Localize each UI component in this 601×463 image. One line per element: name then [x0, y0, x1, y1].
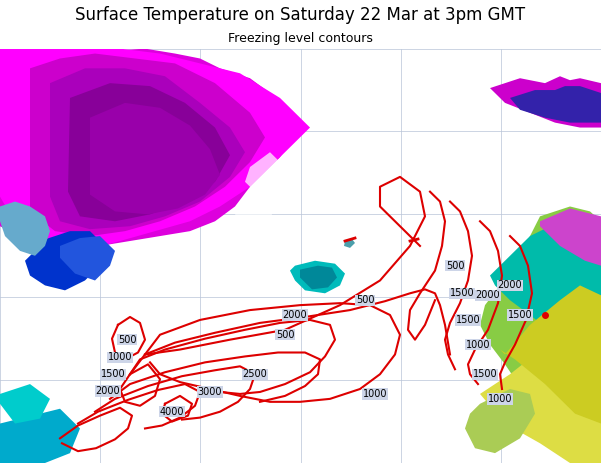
Polygon shape: [90, 103, 220, 214]
Text: 500: 500: [118, 335, 136, 344]
Polygon shape: [290, 261, 345, 293]
Text: 1000: 1000: [108, 352, 132, 363]
Polygon shape: [480, 206, 601, 463]
Text: 1500: 1500: [473, 369, 497, 379]
Text: 3000: 3000: [198, 387, 222, 397]
Polygon shape: [0, 49, 310, 251]
Text: 1500: 1500: [101, 369, 126, 379]
Text: 2000: 2000: [282, 310, 307, 320]
Text: 1000: 1000: [466, 339, 490, 350]
Polygon shape: [0, 49, 290, 251]
Polygon shape: [500, 285, 601, 424]
Polygon shape: [490, 216, 601, 364]
Polygon shape: [50, 69, 245, 229]
Text: 1000: 1000: [363, 389, 387, 399]
Polygon shape: [490, 76, 601, 127]
Polygon shape: [25, 231, 105, 290]
Polygon shape: [235, 192, 275, 228]
Polygon shape: [510, 86, 601, 123]
Text: Surface Temperature on Saturday 22 Mar at 3pm GMT: Surface Temperature on Saturday 22 Mar a…: [76, 6, 525, 24]
Text: Freezing level contours: Freezing level contours: [228, 32, 373, 45]
Polygon shape: [60, 236, 115, 281]
Polygon shape: [344, 239, 355, 248]
Text: 500: 500: [356, 295, 374, 305]
Text: 1000: 1000: [488, 394, 512, 404]
Text: 2000: 2000: [498, 281, 522, 290]
Polygon shape: [30, 54, 265, 236]
Text: 2500: 2500: [243, 369, 267, 379]
Polygon shape: [0, 409, 80, 463]
Polygon shape: [465, 389, 535, 453]
Polygon shape: [480, 330, 601, 463]
Polygon shape: [300, 266, 337, 289]
Text: 1500: 1500: [456, 315, 480, 325]
Text: 2000: 2000: [96, 386, 120, 396]
Polygon shape: [540, 208, 601, 266]
Polygon shape: [68, 83, 230, 221]
Text: 4000: 4000: [160, 407, 185, 417]
Polygon shape: [0, 201, 50, 256]
Text: 1500: 1500: [508, 310, 532, 320]
Polygon shape: [0, 384, 50, 424]
Text: 500: 500: [446, 261, 464, 271]
Text: 500: 500: [276, 330, 294, 340]
Text: 1500: 1500: [450, 288, 474, 298]
Text: 2000: 2000: [475, 290, 500, 300]
Polygon shape: [245, 152, 285, 197]
